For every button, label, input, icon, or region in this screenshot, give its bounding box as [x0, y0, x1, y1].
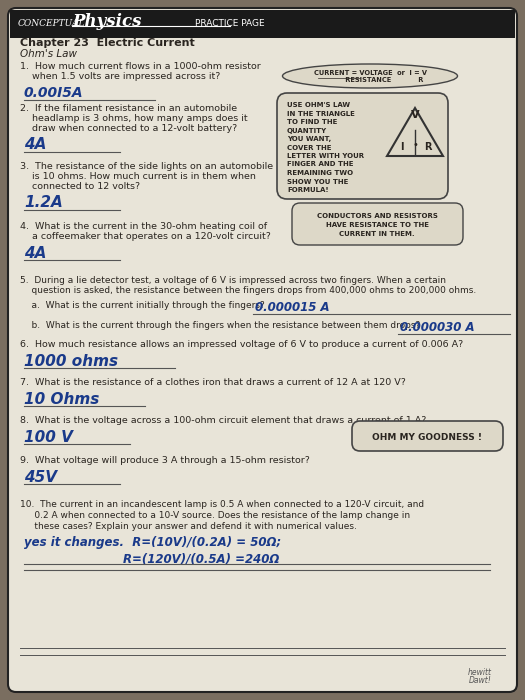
Text: FORMULA!: FORMULA!	[287, 187, 329, 193]
Text: b.  What is the current through the fingers when the resistance between them dro: b. What is the current through the finge…	[20, 321, 420, 330]
Text: CURRENT = VOLTAGE  or  I = V: CURRENT = VOLTAGE or I = V	[313, 70, 426, 76]
Text: Dawt!: Dawt!	[469, 676, 492, 685]
FancyBboxPatch shape	[10, 10, 515, 38]
Text: 9.  What voltage will produce 3 A through a 15-ohm resistor?: 9. What voltage will produce 3 A through…	[20, 456, 310, 465]
Text: YOU WANT,: YOU WANT,	[287, 136, 331, 142]
Text: CURRENT IN THEM.: CURRENT IN THEM.	[339, 231, 415, 237]
Text: a.  What is the current initially through the fingers?: a. What is the current initially through…	[20, 301, 265, 310]
Text: FINGER AND THE: FINGER AND THE	[287, 162, 353, 167]
Text: 1.2A: 1.2A	[24, 195, 63, 210]
Text: I: I	[400, 142, 404, 152]
Text: OHM MY GOODNESS !: OHM MY GOODNESS !	[372, 433, 482, 442]
Text: 10.  The current in an incandescent lamp is 0.5 A when connected to a 120-V circ: 10. The current in an incandescent lamp …	[20, 500, 424, 509]
Text: R: R	[424, 142, 432, 152]
Text: 3.  The resistance of the side lights on an automobile: 3. The resistance of the side lights on …	[20, 162, 273, 171]
Text: question is asked, the resistance between the fingers drops from 400,000 ohms to: question is asked, the resistance betwee…	[20, 286, 476, 295]
Text: PRACTICE PAGE: PRACTICE PAGE	[195, 18, 265, 27]
Text: Physics: Physics	[72, 13, 142, 31]
Text: 1.  How much current flows in a 1000-ohm resistor: 1. How much current flows in a 1000-ohm …	[20, 62, 261, 71]
Text: REMAINING TWO: REMAINING TWO	[287, 170, 353, 176]
Text: IN THE TRIANGLE: IN THE TRIANGLE	[287, 111, 355, 116]
Text: 100 V: 100 V	[24, 430, 73, 445]
FancyBboxPatch shape	[277, 93, 448, 199]
Text: hewitt: hewitt	[468, 668, 492, 677]
Text: Ohm's Law: Ohm's Law	[20, 49, 77, 59]
Text: 8.  What is the voltage across a 100-ohm circuit element that draws a current of: 8. What is the voltage across a 100-ohm …	[20, 416, 426, 425]
Text: 4A: 4A	[24, 137, 46, 152]
Text: RESISTANCE            R: RESISTANCE R	[316, 77, 424, 83]
Text: 1000 ohms: 1000 ohms	[24, 354, 118, 369]
Text: 45V: 45V	[24, 470, 57, 485]
Text: 5.  During a lie detector test, a voltage of 6 V is impressed across two fingers: 5. During a lie detector test, a voltage…	[20, 276, 446, 285]
Text: 4A: 4A	[24, 246, 46, 261]
Text: these cases? Explain your answer and defend it with numerical values.: these cases? Explain your answer and def…	[20, 522, 357, 531]
FancyBboxPatch shape	[8, 8, 517, 692]
Text: 7.  What is the resistance of a clothes iron that draws a current of 12 A at 120: 7. What is the resistance of a clothes i…	[20, 378, 406, 387]
Text: Chapter 23  Electric Current: Chapter 23 Electric Current	[20, 38, 195, 48]
Text: headlamp is 3 ohms, how many amps does it: headlamp is 3 ohms, how many amps does i…	[20, 114, 248, 123]
Text: 0.000015 A: 0.000015 A	[255, 301, 330, 314]
Text: QUANTITY: QUANTITY	[287, 127, 327, 134]
Text: 0.2 A when connected to a 10-V source. Does the resistance of the lamp change in: 0.2 A when connected to a 10-V source. D…	[20, 511, 410, 520]
FancyBboxPatch shape	[292, 203, 463, 245]
Text: 0.000030 A: 0.000030 A	[400, 321, 475, 334]
Text: connected to 12 volts?: connected to 12 volts?	[20, 182, 140, 191]
Text: is 10 ohms. How much current is in them when: is 10 ohms. How much current is in them …	[20, 172, 256, 181]
Bar	[10, 10, 515, 32]
Text: 4.  What is the current in the 30-ohm heating coil of: 4. What is the current in the 30-ohm hea…	[20, 222, 267, 231]
FancyBboxPatch shape	[352, 421, 503, 451]
Text: V: V	[411, 110, 419, 120]
Text: USE OHM'S LAW: USE OHM'S LAW	[287, 102, 350, 108]
Text: R=(120V)/(0.5A) =240Ω: R=(120V)/(0.5A) =240Ω	[24, 552, 279, 565]
Text: 2.  If the filament resistance in an automobile: 2. If the filament resistance in an auto…	[20, 104, 237, 113]
Text: TO FIND THE: TO FIND THE	[287, 119, 338, 125]
Text: CONCEPTUAL: CONCEPTUAL	[18, 18, 86, 27]
Text: a coffeemaker that operates on a 120-volt circuit?: a coffeemaker that operates on a 120-vol…	[20, 232, 271, 241]
Text: •: •	[412, 140, 418, 150]
Text: CONDUCTORS AND RESISTORS: CONDUCTORS AND RESISTORS	[317, 213, 437, 219]
Text: 0.00I5A: 0.00I5A	[24, 86, 83, 100]
Text: when 1.5 volts are impressed across it?: when 1.5 volts are impressed across it?	[20, 72, 220, 81]
Text: LETTER WITH YOUR: LETTER WITH YOUR	[287, 153, 364, 159]
Text: HAVE RESISTANCE TO THE: HAVE RESISTANCE TO THE	[326, 222, 428, 228]
Text: 6.  How much resistance allows an impressed voltage of 6 V to produce a current : 6. How much resistance allows an impress…	[20, 340, 463, 349]
Text: COVER THE: COVER THE	[287, 144, 331, 150]
Text: draw when connected to a 12-volt battery?: draw when connected to a 12-volt battery…	[20, 124, 237, 133]
Text: yes it changes.  R=(10V)/(0.2A) = 50Ω;: yes it changes. R=(10V)/(0.2A) = 50Ω;	[24, 536, 281, 549]
Text: SHOW YOU THE: SHOW YOU THE	[287, 178, 349, 185]
Text: 10 Ohms: 10 Ohms	[24, 392, 99, 407]
Ellipse shape	[282, 64, 457, 88]
